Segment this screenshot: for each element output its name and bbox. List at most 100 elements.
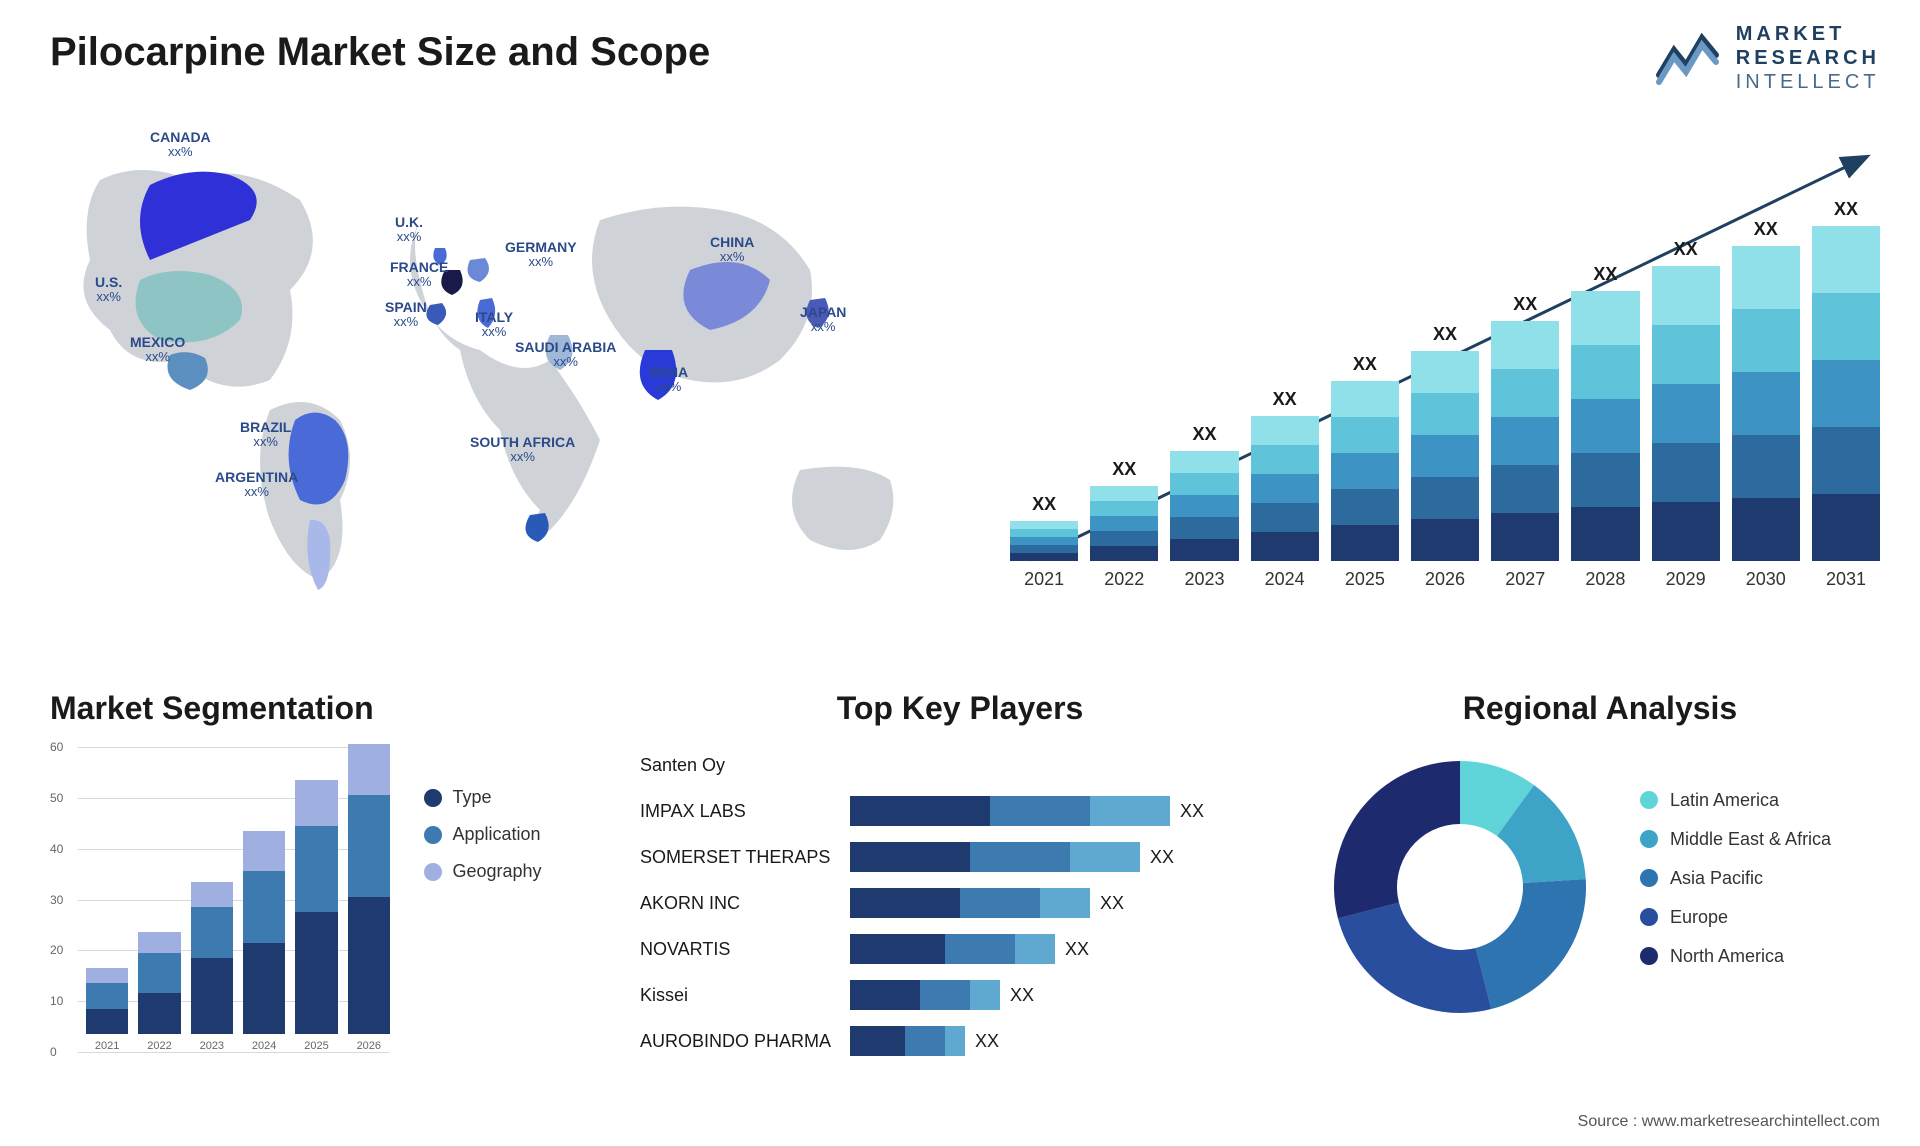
- segmentation-chart: 0102030405060202120222023202420252026: [50, 747, 390, 1077]
- segmentation-bar: [243, 831, 285, 1034]
- donut-slice: [1334, 761, 1460, 918]
- logo-mark-icon: [1654, 20, 1724, 95]
- growth-bar: [1491, 321, 1559, 561]
- growth-value-label: XX: [1192, 424, 1216, 445]
- growth-bar: [1411, 351, 1479, 561]
- player-value: XX: [1065, 939, 1089, 960]
- growth-value-label: XX: [1112, 459, 1136, 480]
- legend-item: Latin America: [1640, 790, 1831, 811]
- player-row: SOMERSET THERAPS XX: [640, 837, 1280, 877]
- player-bar: [850, 934, 1055, 964]
- logo-line2: RESEARCH: [1736, 46, 1880, 70]
- player-bar: [850, 980, 1000, 1010]
- growth-value-label: XX: [1754, 219, 1778, 240]
- growth-bar: [1812, 226, 1880, 561]
- map-label: SAUDI ARABIAxx%: [515, 340, 616, 370]
- player-value: XX: [975, 1031, 999, 1052]
- player-value: XX: [1150, 847, 1174, 868]
- growth-year-label: 2030: [1746, 569, 1786, 590]
- growth-year-label: 2027: [1505, 569, 1545, 590]
- player-name: AUROBINDO PHARMA: [640, 1031, 850, 1052]
- map-label: ITALYxx%: [475, 310, 513, 340]
- player-name: Kissei: [640, 985, 850, 1006]
- segmentation-bar: [138, 932, 180, 1034]
- map-label: ARGENTINAxx%: [215, 470, 298, 500]
- legend-item: Geography: [424, 861, 541, 882]
- growth-bar-chart: XX2021XX2022XX2023XX2024XX2025XX2026XX20…: [1010, 140, 1880, 630]
- player-bar: [850, 888, 1090, 918]
- regional-section: Regional Analysis Latin America Middle Ea…: [1320, 690, 1880, 1027]
- legend-item: Asia Pacific: [1640, 868, 1831, 889]
- growth-year-label: 2028: [1585, 569, 1625, 590]
- map-label: CANADAxx%: [150, 130, 211, 160]
- growth-bar: [1251, 416, 1319, 561]
- segmentation-heading: Market Segmentation: [50, 690, 610, 727]
- growth-year-label: 2021: [1024, 569, 1064, 590]
- growth-value-label: XX: [1674, 239, 1698, 260]
- logo-line3: INTELLECT: [1736, 70, 1880, 94]
- player-row: Santen Oy: [640, 745, 1280, 785]
- map-label: FRANCExx%: [390, 260, 448, 290]
- regional-heading: Regional Analysis: [1320, 690, 1880, 727]
- growth-column: XX 2026: [1411, 324, 1479, 590]
- growth-year-label: 2022: [1104, 569, 1144, 590]
- growth-year-label: 2029: [1666, 569, 1706, 590]
- map-label: SOUTH AFRICAxx%: [470, 435, 575, 465]
- donut-slice: [1338, 903, 1491, 1013]
- player-row: IMPAX LABS XX: [640, 791, 1280, 831]
- player-value: XX: [1010, 985, 1034, 1006]
- growth-value-label: XX: [1273, 389, 1297, 410]
- player-name: AKORN INC: [640, 893, 850, 914]
- growth-column: XX2024: [1251, 389, 1319, 590]
- growth-column: XX 2029: [1652, 239, 1720, 590]
- growth-column: XX 2023: [1170, 424, 1238, 590]
- segmentation-bar: [295, 780, 337, 1034]
- legend-item: North America: [1640, 946, 1831, 967]
- growth-column: XX2027: [1491, 294, 1559, 590]
- segmentation-legend: Type Application Geography: [424, 787, 541, 898]
- growth-column: XX2031: [1812, 199, 1880, 590]
- player-row: NOVARTIS XX: [640, 929, 1280, 969]
- growth-bar: [1331, 381, 1399, 561]
- player-value: XX: [1180, 801, 1204, 822]
- donut-slice: [1476, 879, 1586, 1009]
- brand-logo: MARKET RESEARCH INTELLECT: [1654, 20, 1880, 95]
- growth-bar: [1652, 266, 1720, 561]
- player-name: IMPAX LABS: [640, 801, 850, 822]
- player-name: SOMERSET THERAPS: [640, 847, 850, 868]
- player-name: NOVARTIS: [640, 939, 850, 960]
- growth-bar: [1010, 521, 1078, 561]
- growth-column: XX 2025: [1331, 354, 1399, 590]
- player-value: XX: [1100, 893, 1124, 914]
- growth-year-label: 2025: [1345, 569, 1385, 590]
- growth-bar: [1170, 451, 1238, 561]
- growth-column: XX2028: [1571, 264, 1639, 590]
- segmentation-bar: [191, 882, 233, 1035]
- map-label: JAPANxx%: [800, 305, 846, 335]
- growth-value-label: XX: [1032, 494, 1056, 515]
- legend-item: Type: [424, 787, 541, 808]
- regional-donut-chart: [1320, 747, 1600, 1027]
- player-row: AUROBINDO PHARMA XX: [640, 1021, 1280, 1061]
- growth-bar: [1732, 246, 1800, 561]
- regional-legend: Latin America Middle East & Africa Asia Pa…: [1640, 790, 1831, 985]
- growth-value-label: XX: [1353, 354, 1377, 375]
- growth-year-label: 2023: [1184, 569, 1224, 590]
- players-heading: Top Key Players: [640, 690, 1280, 727]
- map-label: U.K.xx%: [395, 215, 423, 245]
- growth-year-label: 2026: [1425, 569, 1465, 590]
- player-row: Kissei XX: [640, 975, 1280, 1015]
- player-bar: [850, 1026, 965, 1056]
- legend-item: Europe: [1640, 907, 1831, 928]
- map-label: U.S.xx%: [95, 275, 122, 305]
- segmentation-section: Market Segmentation 01020304050602021202…: [50, 690, 610, 1077]
- player-name: Santen Oy: [640, 755, 850, 776]
- growth-bar: [1571, 291, 1639, 561]
- growth-bar: [1090, 486, 1158, 561]
- growth-value-label: XX: [1433, 324, 1457, 345]
- legend-item: Application: [424, 824, 541, 845]
- growth-column: XX 2022: [1090, 459, 1158, 590]
- legend-item: Middle East & Africa: [1640, 829, 1831, 850]
- world-map: CANADAxx%U.S.xx%MEXICOxx%BRAZILxx%ARGENT…: [40, 120, 940, 660]
- map-label: CHINAxx%: [710, 235, 754, 265]
